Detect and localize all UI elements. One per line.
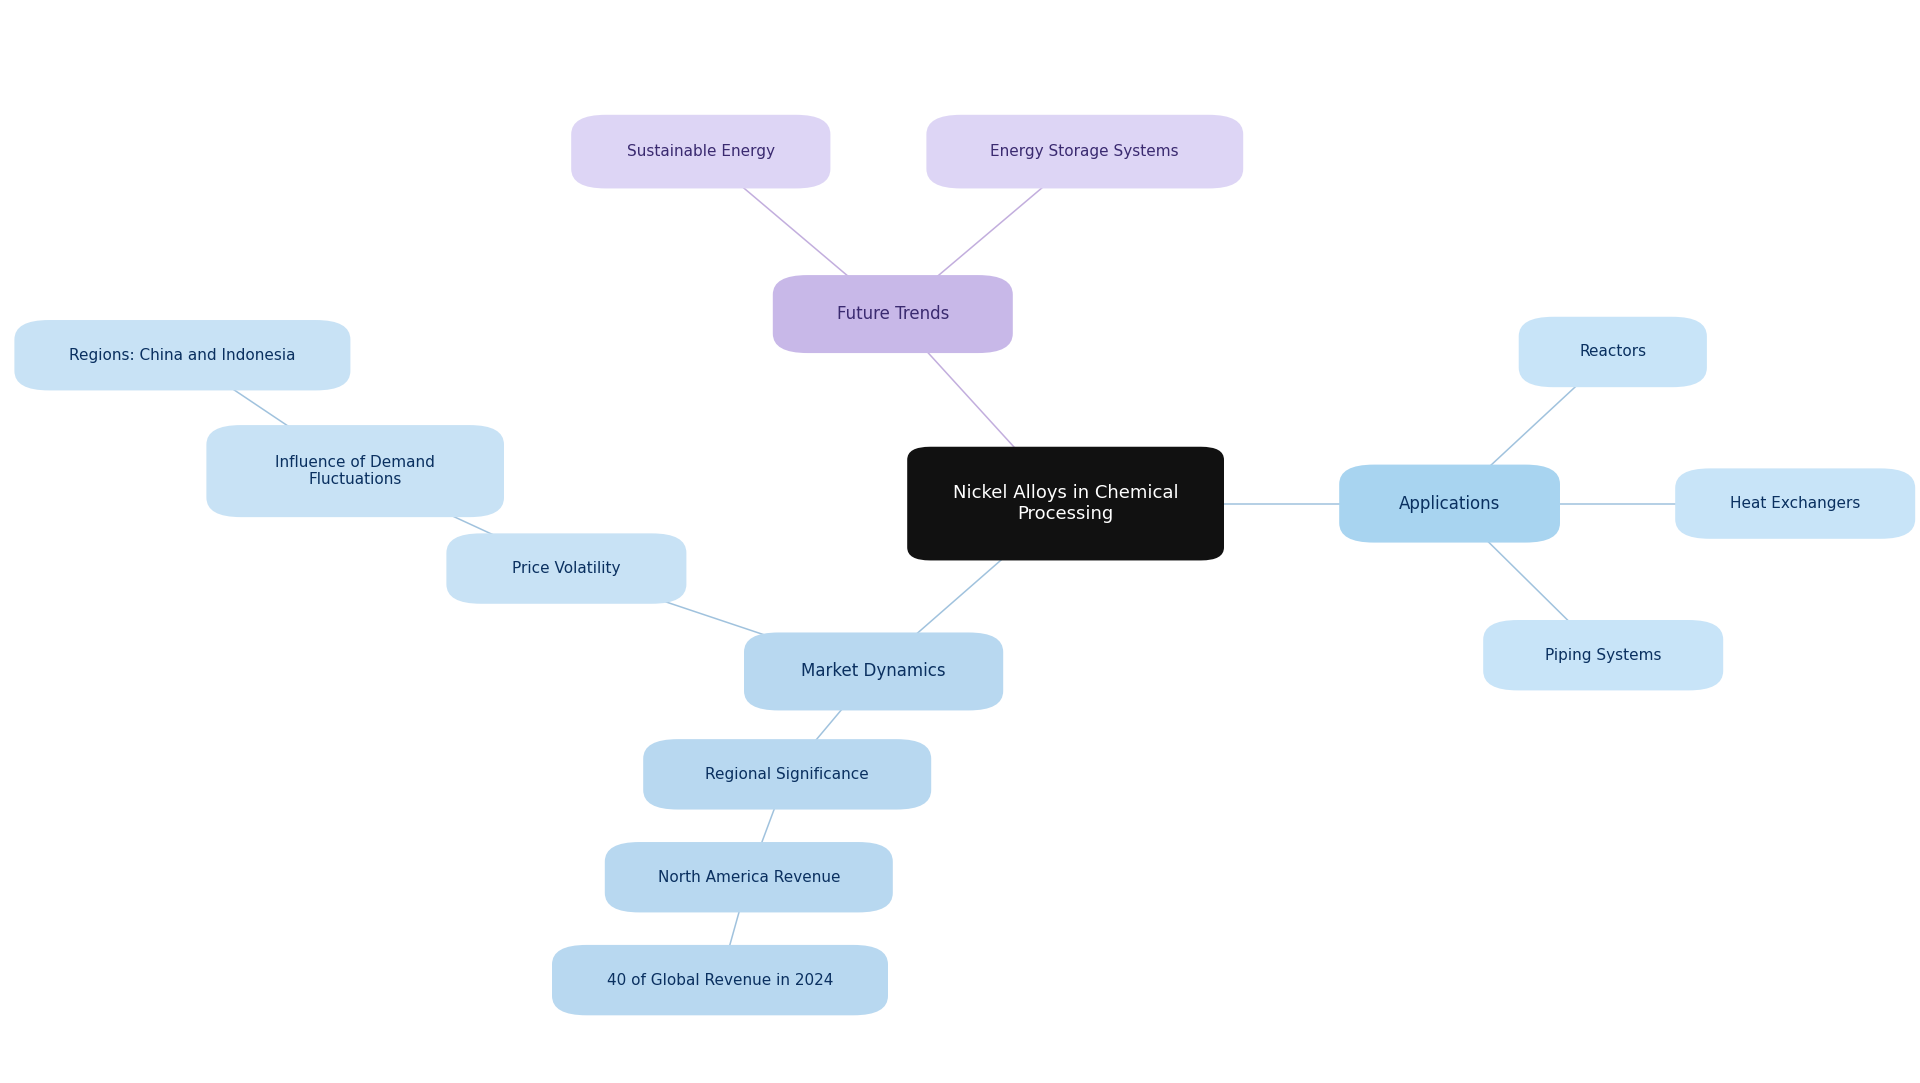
FancyBboxPatch shape: [745, 632, 1002, 710]
Text: Piping Systems: Piping Systems: [1546, 648, 1661, 663]
FancyBboxPatch shape: [908, 446, 1225, 561]
Text: Regions: China and Indonesia: Regions: China and Indonesia: [69, 348, 296, 363]
Text: Energy Storage Systems: Energy Storage Systems: [991, 144, 1179, 159]
FancyBboxPatch shape: [772, 275, 1014, 353]
FancyBboxPatch shape: [1519, 317, 1707, 387]
Text: Sustainable Energy: Sustainable Energy: [626, 144, 776, 159]
Text: Influence of Demand
Fluctuations: Influence of Demand Fluctuations: [275, 455, 436, 487]
Text: Nickel Alloys in Chemical
Processing: Nickel Alloys in Chemical Processing: [952, 484, 1179, 523]
Text: Reactors: Reactors: [1580, 344, 1645, 360]
Text: Price Volatility: Price Volatility: [513, 561, 620, 576]
FancyBboxPatch shape: [925, 115, 1242, 188]
Text: North America Revenue: North America Revenue: [657, 870, 841, 885]
Text: Heat Exchangers: Heat Exchangers: [1730, 496, 1860, 511]
Text: Future Trends: Future Trends: [837, 305, 948, 323]
FancyBboxPatch shape: [643, 740, 931, 810]
Text: Regional Significance: Regional Significance: [705, 767, 870, 782]
FancyBboxPatch shape: [1482, 619, 1722, 691]
FancyBboxPatch shape: [572, 115, 829, 188]
Text: Market Dynamics: Market Dynamics: [801, 663, 947, 680]
FancyBboxPatch shape: [1674, 468, 1916, 538]
Text: Applications: Applications: [1400, 495, 1500, 512]
FancyBboxPatch shape: [13, 319, 351, 390]
FancyBboxPatch shape: [553, 944, 887, 1016]
FancyBboxPatch shape: [605, 843, 893, 912]
Text: 40 of Global Revenue in 2024: 40 of Global Revenue in 2024: [607, 973, 833, 988]
FancyBboxPatch shape: [207, 426, 503, 518]
FancyBboxPatch shape: [445, 534, 687, 604]
FancyBboxPatch shape: [1340, 465, 1559, 543]
